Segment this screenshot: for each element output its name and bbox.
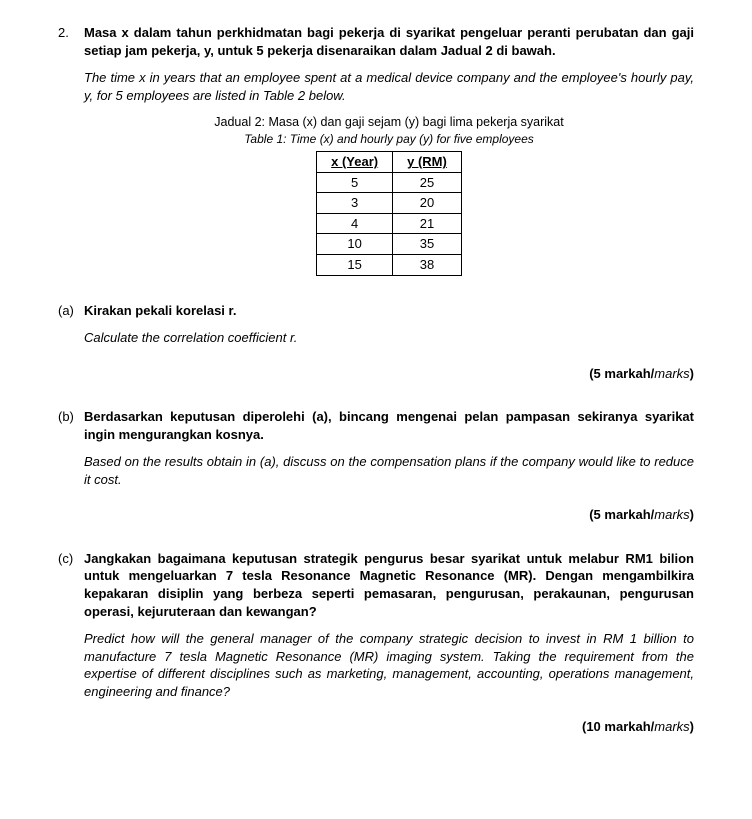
data-table: x (Year) y (RM) 5 25 3 20 4 21 10 35 15 … (316, 151, 462, 275)
cell-x: 10 (317, 234, 393, 255)
cell-y: 20 (393, 193, 462, 214)
intro-english: The time x in years that an employee spe… (84, 69, 694, 104)
header-y: y (RM) (393, 152, 462, 173)
table-row: 5 25 (317, 172, 462, 193)
part-c-label: (c) (58, 550, 84, 568)
part-a-english: Calculate the correlation coefficient r. (84, 329, 694, 347)
cell-y: 21 (393, 213, 462, 234)
table-header-row: x (Year) y (RM) (317, 152, 462, 173)
table-row: 15 38 (317, 254, 462, 275)
table-caption-malay: Jadual 2: Masa (x) dan gaji sejam (y) ba… (84, 114, 694, 131)
part-b-malay: Berdasarkan keputusan diperolehi (a), bi… (84, 408, 694, 443)
cell-x: 5 (317, 172, 393, 193)
header-x: x (Year) (317, 152, 393, 173)
cell-x: 3 (317, 193, 393, 214)
part-b-english: Based on the results obtain in (a), disc… (84, 453, 694, 488)
intro-malay: Masa x dalam tahun perkhidmatan bagi pek… (84, 24, 694, 59)
table-row: 4 21 (317, 213, 462, 234)
cell-x: 4 (317, 213, 393, 234)
part-a-label: (a) (58, 302, 84, 320)
part-c-malay: Jangkakan bagaimana keputusan strategik … (84, 550, 694, 620)
cell-y: 35 (393, 234, 462, 255)
part-b-label: (b) (58, 408, 84, 426)
cell-x: 15 (317, 254, 393, 275)
part-c-english: Predict how will the general manager of … (84, 630, 694, 700)
question-number: 2. (58, 24, 84, 42)
table-caption-english: Table 1: Time (x) and hourly pay (y) for… (84, 131, 694, 147)
cell-y: 38 (393, 254, 462, 275)
part-a-malay: Kirakan pekali korelasi r. (84, 302, 694, 320)
cell-y: 25 (393, 172, 462, 193)
table-row: 10 35 (317, 234, 462, 255)
table-row: 3 20 (317, 193, 462, 214)
